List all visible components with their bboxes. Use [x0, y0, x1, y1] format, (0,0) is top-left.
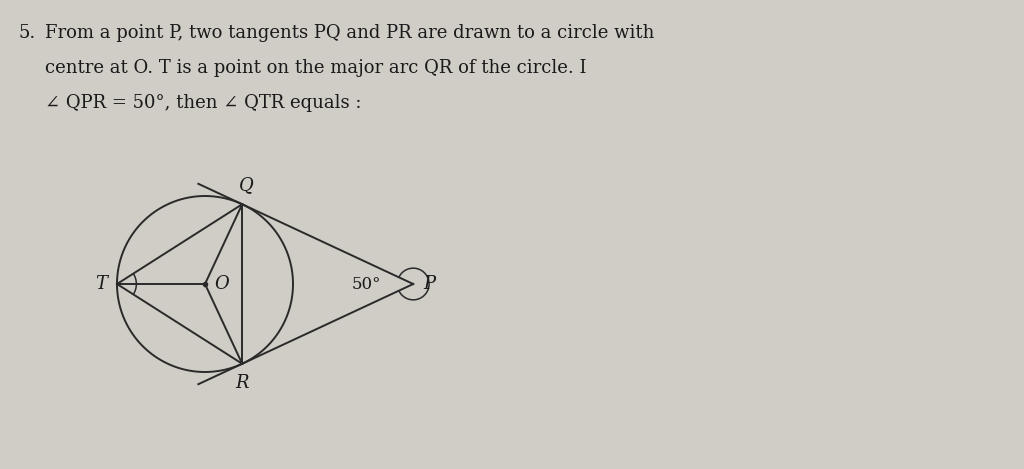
Text: P: P	[423, 275, 435, 293]
Text: O: O	[214, 275, 228, 293]
Text: centre at O. T is a point on the major arc QR of the circle. I: centre at O. T is a point on the major a…	[45, 59, 587, 77]
Text: 50°: 50°	[351, 275, 381, 293]
Text: 5.: 5.	[18, 24, 35, 42]
Text: Q: Q	[239, 176, 254, 194]
Text: R: R	[236, 374, 249, 392]
Text: T: T	[95, 275, 106, 293]
Text: From a point P, two tangents PQ and PR are drawn to a circle with: From a point P, two tangents PQ and PR a…	[45, 24, 654, 42]
Text: ∠ QPR = 50°, then ∠ QTR equals :: ∠ QPR = 50°, then ∠ QTR equals :	[45, 94, 361, 112]
